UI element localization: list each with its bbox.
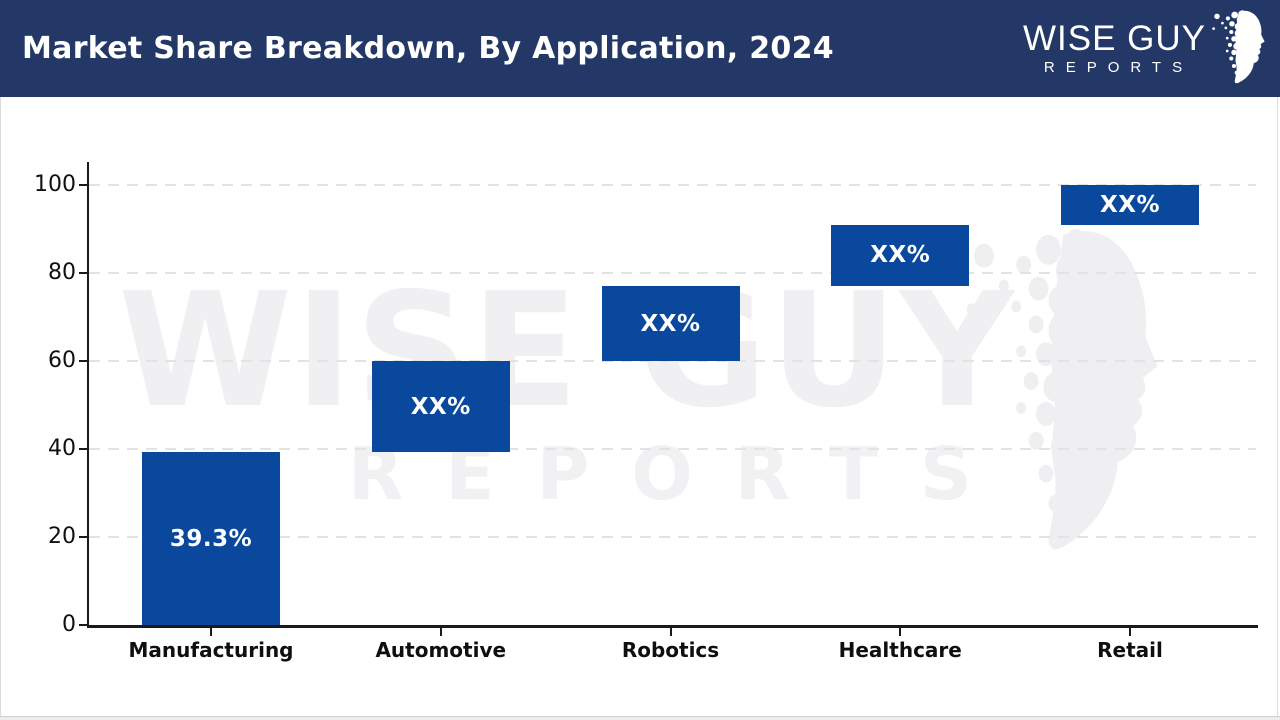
x-tick-mark [439, 628, 442, 636]
gridline-60 [89, 360, 1256, 362]
bar-value-label: 39.3% [169, 525, 253, 552]
x-tick-mark [899, 628, 902, 636]
bar-value-label: XX% [640, 310, 701, 337]
bottom-frame-line [0, 716, 1280, 720]
x-axis-label-healthcare: Healthcare [838, 638, 962, 662]
brand-head-icon [1212, 9, 1265, 83]
gridline-40 [89, 448, 1256, 450]
y-axis-tick-label: 0 [62, 612, 76, 637]
page-title: Market Share Breakdown, By Application, … [22, 31, 834, 66]
y-tick-mark [79, 448, 88, 450]
header-bar: Market Share Breakdown, By Application, … [0, 0, 1280, 97]
y-tick-mark [79, 536, 88, 538]
y-axis-line [87, 162, 89, 628]
y-axis-tick-label: 20 [48, 524, 76, 549]
brand-text: WISE GUY REPORTS [1023, 21, 1206, 76]
x-axis-label-retail: Retail [1097, 638, 1163, 662]
x-axis-label-automotive: Automotive [375, 638, 507, 662]
x-tick-mark [1129, 628, 1131, 636]
bar-manufacturing: 39.3% [142, 452, 280, 625]
y-axis-tick-label: 80 [48, 260, 76, 285]
y-tick-mark [79, 184, 88, 186]
gridline-80 [89, 272, 1256, 274]
x-tick-mark [210, 628, 212, 636]
bar-healthcare: XX% [831, 224, 970, 287]
y-tick-mark [79, 272, 88, 274]
bar-robotics: XX% [601, 286, 740, 361]
bar-automotive: XX% [371, 361, 510, 453]
y-axis-tick-label: 100 [34, 172, 76, 197]
watermark-brand-name: WISE GUY [118, 259, 1017, 443]
y-axis-tick-label: 40 [48, 436, 76, 461]
x-axis-label-robotics: Robotics [621, 638, 720, 662]
gridline-100 [89, 184, 1256, 186]
brand-logo: WISE GUY REPORTS [1023, 8, 1268, 90]
brand-tagline: REPORTS [1043, 59, 1194, 76]
y-axis-tick-label: 60 [48, 348, 76, 373]
gridline-20 [89, 536, 1256, 538]
x-axis-line [87, 625, 1258, 628]
brand-name: WISE GUY [1022, 19, 1206, 58]
y-tick-mark [79, 624, 88, 626]
bar-retail: XX% [1061, 185, 1199, 225]
x-axis-label-manufacturing: Manufacturing [128, 638, 294, 662]
bar-value-label: XX% [410, 393, 471, 420]
x-tick-mark [669, 628, 672, 636]
bar-value-label: XX% [870, 242, 931, 269]
y-tick-mark [79, 360, 88, 362]
bar-value-label: XX% [1099, 191, 1160, 218]
